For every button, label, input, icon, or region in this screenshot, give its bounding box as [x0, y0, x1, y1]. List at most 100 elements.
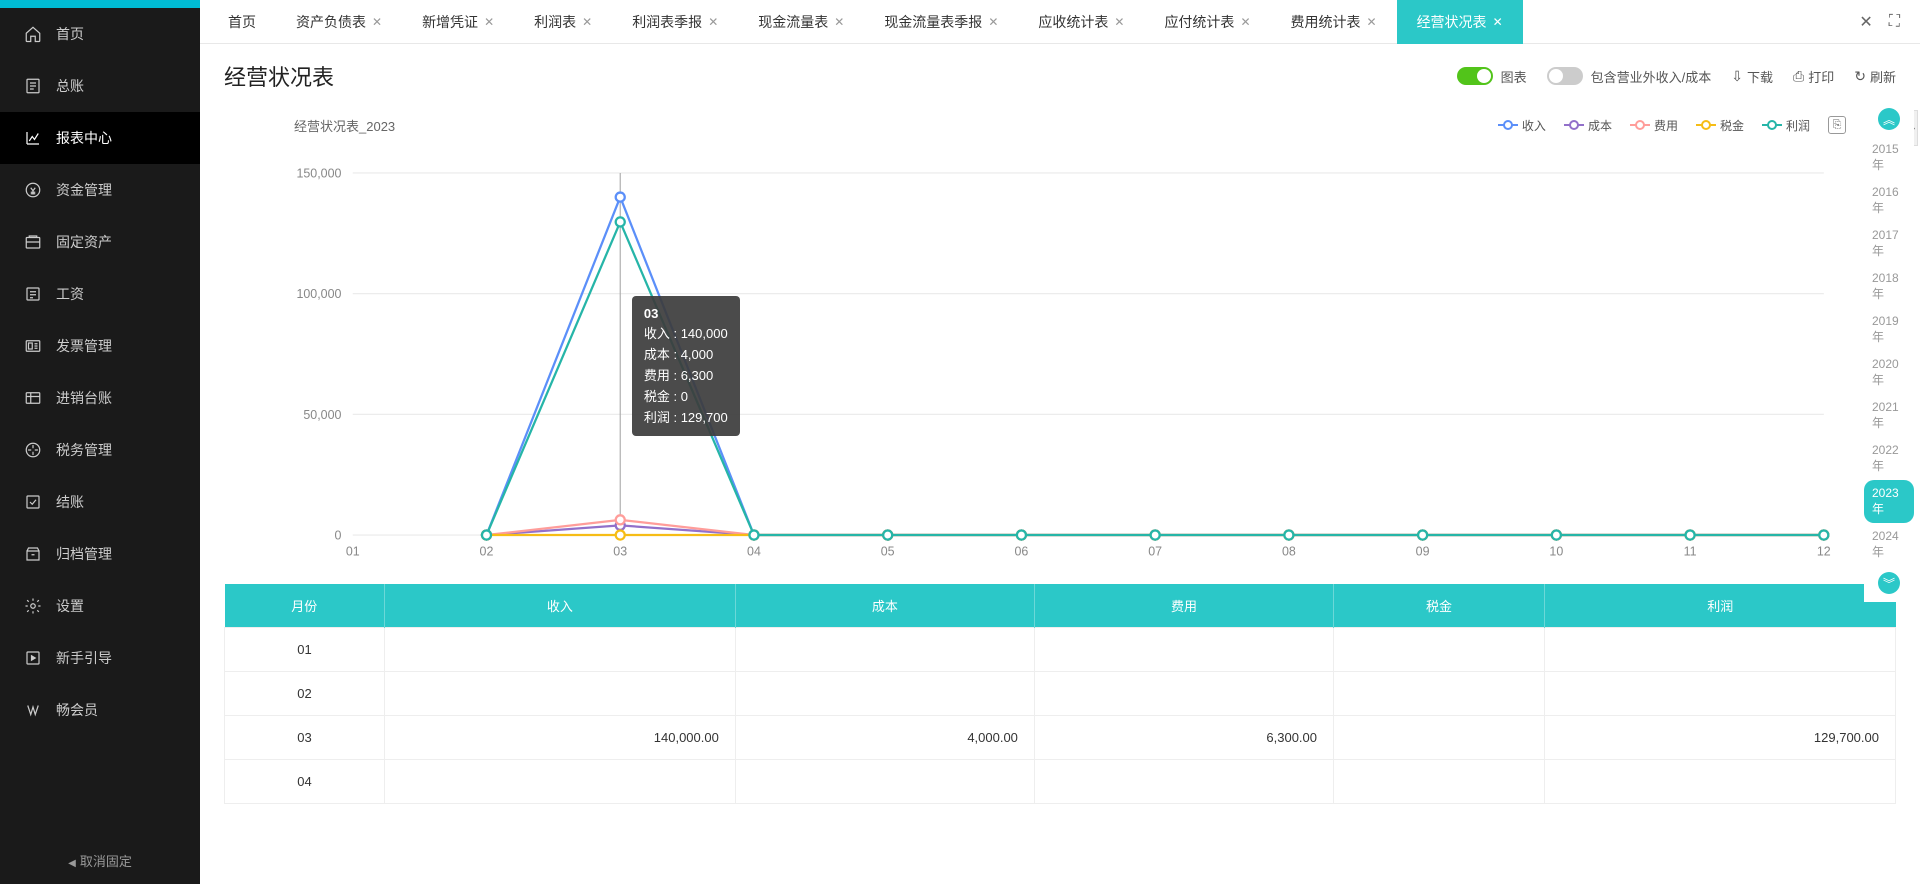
refresh-button[interactable]: ↻刷新	[1854, 67, 1896, 86]
sidebar-item-label: 税务管理	[56, 440, 112, 460]
table-header-1: 收入	[385, 584, 736, 628]
tab-10[interactable]: 经营状况表✕	[1397, 0, 1523, 44]
table-row: 03 140,000.00 4,000.00 6,300.00 129,700.…	[225, 716, 1896, 760]
legend-label: 利润	[1786, 117, 1810, 134]
tab-close-all-icon[interactable]: ✕	[1859, 12, 1872, 32]
main: 首页资产负债表✕新增凭证✕利润表✕利润表季报✕现金流量表✕现金流量表季报✕应收统…	[200, 0, 1920, 884]
sidebar-item-vip[interactable]: 畅会员	[0, 684, 200, 736]
sidebar-item-settings[interactable]: 设置	[0, 580, 200, 632]
fullscreen-icon[interactable]: ⛶	[1889, 13, 1900, 31]
print-button[interactable]: ⎙打印	[1793, 67, 1834, 86]
year-2020年[interactable]: 2020年	[1864, 351, 1914, 394]
cell-profit: 129,700.00	[1545, 716, 1896, 760]
tab-6[interactable]: 现金流量表季报✕	[864, 0, 1018, 44]
svg-text:05: 05	[881, 544, 895, 558]
sidebar-item-money[interactable]: 资金管理	[0, 164, 200, 216]
legend-item-利润[interactable]: .legend-item:nth-child(5) .legend-line::…	[1762, 117, 1810, 134]
cell-profit	[1545, 672, 1896, 716]
tab-1[interactable]: 资产负债表✕	[276, 0, 402, 44]
year-2024年[interactable]: 2024年	[1864, 523, 1914, 566]
year-2022年[interactable]: 2022年	[1864, 437, 1914, 480]
year-2017年[interactable]: 2017年	[1864, 222, 1914, 265]
tab-label: 利润表季报	[632, 12, 702, 32]
tab-label: 应收统计表	[1038, 12, 1108, 32]
sidebar-item-label: 报表中心	[56, 128, 112, 148]
asset-icon	[24, 233, 42, 251]
year-2023年[interactable]: 2023年	[1864, 480, 1914, 523]
legend-item-费用[interactable]: .legend-item:nth-child(3) .legend-line::…	[1630, 117, 1678, 134]
sidebar-item-inventory[interactable]: 进销台账	[0, 372, 200, 424]
tab-close-icon[interactable]: ✕	[1114, 15, 1124, 29]
cell-profit	[1545, 628, 1896, 672]
tab-3[interactable]: 利润表✕	[514, 0, 612, 44]
year-2019年[interactable]: 2019年	[1864, 308, 1914, 351]
year-2015年[interactable]: 2015年	[1864, 136, 1914, 179]
tab-close-icon[interactable]: ✕	[1367, 15, 1377, 29]
tab-close-icon[interactable]: ✕	[988, 15, 998, 29]
sidebar-item-guide[interactable]: 新手引导	[0, 632, 200, 684]
cell-tax	[1334, 716, 1545, 760]
toggle-extra-income[interactable]	[1547, 67, 1583, 85]
table-row: 02	[225, 672, 1896, 716]
vip-icon	[24, 701, 42, 719]
sidebar-item-invoice[interactable]: 发票管理	[0, 320, 200, 372]
year-2018年[interactable]: 2018年	[1864, 265, 1914, 308]
line-chart[interactable]: 050,000100,000150,0000102030405060708091…	[224, 139, 1896, 569]
tab-close-icon[interactable]: ✕	[582, 15, 592, 29]
download-button[interactable]: ⇩下载	[1731, 67, 1773, 86]
svg-text:12: 12	[1817, 544, 1831, 558]
tab-5[interactable]: 现金流量表 ✕	[738, 0, 864, 44]
cell-month: 04	[225, 760, 385, 804]
year-up-icon[interactable]: ︽	[1878, 108, 1900, 130]
cell-income	[385, 628, 736, 672]
svg-text:0: 0	[335, 529, 342, 543]
year-2016年[interactable]: 2016年	[1864, 179, 1914, 222]
legend-item-税金[interactable]: .legend-item:nth-child(4) .legend-line::…	[1696, 117, 1744, 134]
tab-2[interactable]: 新增凭证✕	[402, 0, 514, 44]
chart-save-icon[interactable]: ⎘	[1828, 116, 1846, 134]
sidebar-item-close[interactable]: 结账	[0, 476, 200, 528]
sidebar-item-asset[interactable]: 固定资产	[0, 216, 200, 268]
tab-4[interactable]: 利润表季报 ✕	[612, 0, 738, 44]
tab-close-icon[interactable]: ✕	[1493, 15, 1503, 29]
sidebar-item-archive[interactable]: 归档管理	[0, 528, 200, 580]
tab-close-icon[interactable]: ✕	[708, 15, 718, 29]
sidebar-item-label: 总账	[56, 76, 84, 96]
sidebar-item-tax[interactable]: 税务管理	[0, 424, 200, 476]
tab-close-icon[interactable]: ✕	[484, 15, 494, 29]
tab-0[interactable]: 首页	[208, 0, 276, 44]
sidebar-unpin[interactable]: 取消固定	[0, 837, 200, 884]
svg-text:150,000: 150,000	[296, 166, 341, 180]
svg-text:06: 06	[1015, 544, 1029, 558]
print-icon: ⎙	[1793, 68, 1804, 85]
legend-label: 成本	[1588, 117, 1612, 134]
svg-text:02: 02	[480, 544, 494, 558]
cell-tax	[1334, 760, 1545, 804]
tab-label: 现金流量表	[758, 12, 828, 32]
legend-item-成本[interactable]: .legend-item:nth-child(2) .legend-line::…	[1564, 117, 1612, 134]
tab-7[interactable]: 应收统计表 ✕	[1018, 0, 1144, 44]
year-2021年[interactable]: 2021年	[1864, 394, 1914, 437]
year-down-icon[interactable]: ︾	[1878, 572, 1900, 594]
home-icon	[24, 25, 42, 43]
sidebar-item-chart[interactable]: 报表中心	[0, 112, 200, 164]
table-header-4: 税金	[1334, 584, 1545, 628]
tab-8[interactable]: 应付统计表✕	[1144, 0, 1270, 44]
cell-month: 02	[225, 672, 385, 716]
cell-cost	[735, 760, 1034, 804]
table-header-2: 成本	[735, 584, 1034, 628]
tab-close-icon[interactable]: ✕	[834, 15, 844, 29]
tab-close-icon[interactable]: ✕	[1240, 15, 1250, 29]
tab-close-icon[interactable]: ✕	[372, 15, 382, 29]
sidebar-item-home[interactable]: 首页	[0, 8, 200, 60]
svg-text:10: 10	[1549, 544, 1563, 558]
salary-icon	[24, 285, 42, 303]
chart-legend: .legend-item:nth-child(1) .legend-line::…	[1498, 116, 1846, 134]
cell-cost	[735, 628, 1034, 672]
tab-9[interactable]: 费用统计表✕	[1271, 0, 1397, 44]
legend-item-收入[interactable]: .legend-item:nth-child(1) .legend-line::…	[1498, 117, 1546, 134]
sidebar-item-label: 进销台账	[56, 388, 112, 408]
toggle-chart[interactable]	[1457, 67, 1493, 85]
sidebar-item-salary[interactable]: 工资	[0, 268, 200, 320]
sidebar-item-ledger[interactable]: 总账	[0, 60, 200, 112]
